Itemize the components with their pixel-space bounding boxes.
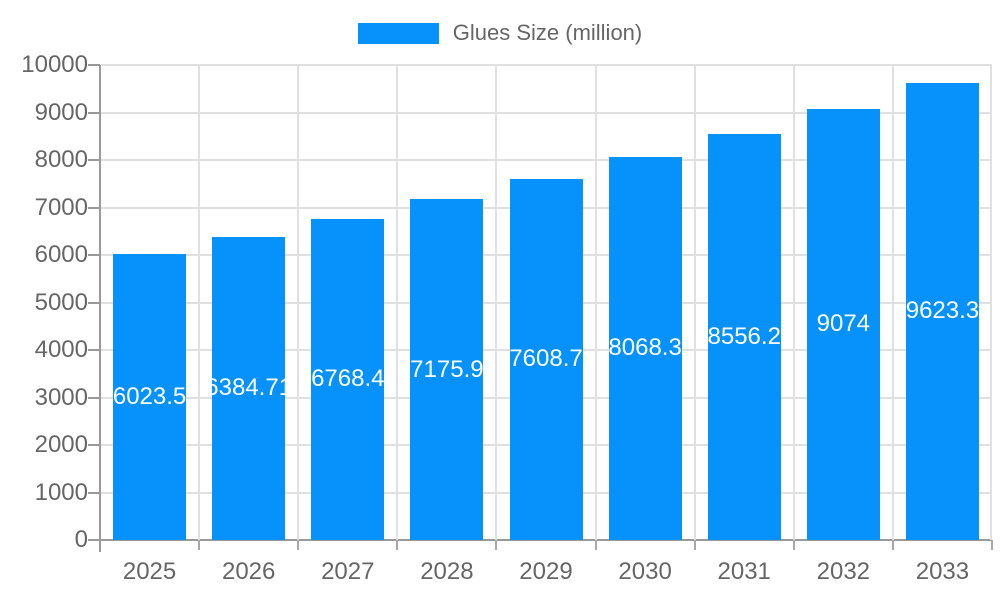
y-tick-mark	[88, 254, 100, 256]
bar-2031[interactable]: 8556.2	[707, 133, 781, 540]
plot-area: 6023.5 6384.71 6768.4 7175.9 7608.7 8068.3 855…	[100, 64, 992, 541]
bar-value-label: 7175.9	[410, 355, 484, 383]
y-tick-mark	[88, 396, 100, 399]
x-gridline	[892, 65, 894, 540]
x-tick-label-2026: 2026	[221, 558, 276, 585]
y-tick-label: 2000	[34, 431, 88, 458]
bar-2025[interactable]: 6023.5	[113, 253, 187, 540]
y-tick-label: 3000	[34, 383, 88, 411]
bar-2027[interactable]: 6768.4	[311, 218, 385, 540]
y-tick-label: 6000	[34, 241, 88, 268]
y-tick-label: 10000	[21, 51, 88, 78]
x-gridline	[990, 65, 992, 540]
x-tick-mark	[793, 540, 795, 550]
x-gridline	[297, 65, 299, 540]
y-tick-label: 7000	[34, 193, 88, 221]
y-tick-mark	[88, 206, 100, 209]
y-tick-label: 5000	[34, 288, 88, 316]
bar-value-label: 8556.2	[707, 322, 781, 350]
x-tick-mark	[396, 540, 398, 550]
bar-value-label: 9074	[816, 310, 871, 338]
legend-label: Glues Size (million)	[452, 20, 643, 45]
x-tick-mark	[495, 540, 497, 550]
y-tick-mark	[88, 349, 100, 351]
bar-2026[interactable]: 6384.71	[212, 236, 286, 540]
y-tick-mark	[88, 491, 100, 494]
bar-value-label: 6384.71	[212, 374, 285, 402]
x-gridline	[495, 65, 497, 540]
y-tick-label: 8000	[34, 146, 88, 173]
bar-2028[interactable]: 7175.9	[410, 199, 484, 540]
x-tick-label-2032: 2032	[816, 558, 871, 585]
x-gridline	[396, 65, 398, 540]
y-tick-mark	[88, 111, 100, 114]
x-tick-mark	[99, 540, 101, 550]
y-tick-mark	[88, 444, 100, 446]
x-tick-label-2027: 2027	[321, 558, 375, 585]
x-tick-mark	[892, 540, 894, 550]
y-tick-label: 9000	[34, 98, 88, 126]
x-tick-label-2028: 2028	[420, 558, 474, 585]
x-tick-mark	[991, 540, 993, 550]
y-tick-label: 0	[74, 526, 88, 553]
bar-value-label: 6023.5	[113, 382, 187, 410]
x-tick-mark	[297, 540, 299, 550]
y-tick-label: 1000	[34, 478, 88, 506]
y-tick-mark	[88, 301, 100, 304]
bar-value-label: 8068.3	[608, 334, 682, 362]
x-tick-label-2031: 2031	[717, 558, 771, 585]
y-tick-label: 4000	[34, 336, 88, 363]
y-tick-mark	[88, 539, 100, 541]
x-tick-label-2033: 2033	[915, 558, 970, 585]
y-tick-mark	[88, 159, 100, 161]
x-gridline	[793, 65, 795, 540]
legend-swatch-icon	[357, 22, 439, 44]
x-tick-mark	[198, 540, 200, 550]
bar-2032[interactable]: 9074	[806, 108, 880, 540]
x-gridline	[198, 65, 200, 540]
x-tick-label-2030: 2030	[618, 558, 672, 585]
bar-value-label: 9623.3	[905, 297, 979, 325]
x-tick-mark	[595, 540, 597, 550]
bar-2030[interactable]: 8068.3	[608, 156, 682, 540]
x-tick-label-2029: 2029	[519, 558, 573, 585]
y-gridline	[100, 64, 992, 66]
bar-2029[interactable]: 7608.7	[509, 178, 583, 540]
bar-2033[interactable]: 9623.3	[905, 82, 979, 540]
legend[interactable]: Glues Size (million)	[0, 18, 1000, 48]
x-tick-label-2025: 2025	[122, 558, 177, 585]
x-gridline	[694, 65, 696, 540]
x-gridline	[595, 65, 597, 540]
bar-value-label: 7608.7	[509, 345, 583, 373]
y-tick-mark	[88, 64, 100, 66]
x-tick-mark	[694, 540, 696, 550]
bar-value-label: 6768.4	[311, 365, 385, 393]
